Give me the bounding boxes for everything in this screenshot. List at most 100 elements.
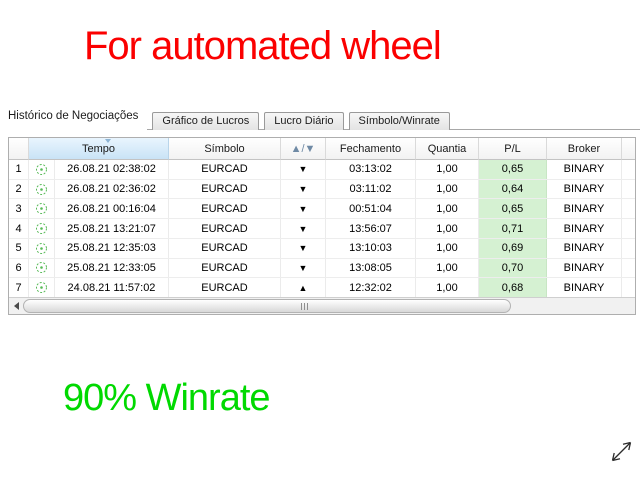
cell-simbolo: EURCAD [169, 219, 281, 238]
row-number: 4 [9, 219, 29, 238]
col-header-quantia[interactable]: Quantia [416, 138, 479, 160]
page-title: For automated wheel [84, 24, 442, 68]
col-header-fechamento[interactable]: Fechamento [326, 138, 416, 160]
cell-tempo: 25.08.21 12:35:03 [55, 238, 169, 258]
order-target-icon [36, 242, 47, 254]
col-header-tempo[interactable]: Tempo [29, 138, 169, 160]
cell-broker: BINARY [547, 160, 622, 179]
cell-direction-arrow: ▼ [281, 219, 326, 238]
order-target-icon [36, 282, 47, 294]
row-number: 5 [9, 238, 29, 258]
cell-simbolo: EURCAD [169, 258, 281, 278]
cell-pl: 0,68 [479, 278, 547, 298]
cell-quantia: 1,00 [416, 219, 479, 238]
cell-fechamento: 03:13:02 [326, 160, 416, 179]
cell-direction-arrow: ▼ [281, 199, 326, 219]
order-icon-cell [29, 199, 55, 219]
col-header-tempo-label: Tempo [81, 142, 116, 155]
order-icon-cell [29, 160, 55, 179]
sort-indicator-icon [104, 139, 111, 143]
cell-tempo: 26.08.21 00:16:04 [55, 199, 169, 219]
cell-fechamento: 13:56:07 [326, 219, 416, 238]
tab-historico-de-negociacoes[interactable]: Histórico de Negociações [8, 107, 148, 130]
cell-broker: BINARY [547, 238, 622, 258]
table-row[interactable]: 5 25.08.21 12:35:03 EURCAD ▼ 13:10:03 1,… [9, 238, 635, 259]
cell-broker: BINARY [547, 219, 622, 238]
cell-direction-arrow: ▲ [281, 278, 326, 298]
cell-quantia: 1,00 [416, 179, 479, 199]
winrate-text: 90% Winrate [63, 377, 271, 419]
cell-quantia: 1,00 [416, 199, 479, 219]
cell-simbolo: EURCAD [169, 238, 281, 258]
tab-grafico-de-lucros[interactable]: Gráfico de Lucros [152, 112, 260, 130]
cell-direction-arrow: ▼ [281, 258, 326, 278]
order-target-icon [36, 223, 47, 235]
cell-quantia: 1,00 [416, 258, 479, 278]
row-number: 3 [9, 199, 29, 219]
cell-spacer [622, 278, 635, 297]
cell-spacer [622, 259, 635, 278]
row-number: 1 [9, 160, 29, 179]
cell-simbolo: EURCAD [169, 179, 281, 199]
cell-pl: 0,70 [479, 258, 547, 278]
col-header-direction[interactable]: ▲/▼ [281, 138, 326, 160]
row-number: 7 [9, 278, 29, 298]
tab-bar: Histórico de Negociações Gráfico de Lucr… [8, 107, 640, 130]
cell-tempo: 24.08.21 11:57:02 [55, 278, 169, 298]
col-header-pl[interactable]: P/L [479, 138, 547, 160]
table-row[interactable]: 1 26.08.21 02:38:02 EURCAD ▼ 03:13:02 1,… [9, 160, 635, 180]
cell-direction-arrow: ▼ [281, 179, 326, 199]
col-header-simbolo[interactable]: Símbolo [169, 138, 281, 160]
cell-fechamento: 12:32:02 [326, 278, 416, 298]
table-row[interactable]: 6 25.08.21 12:33:05 EURCAD ▼ 13:08:05 1,… [9, 258, 635, 279]
cell-fechamento: 13:08:05 [326, 258, 416, 278]
cell-tempo: 25.08.21 13:21:07 [55, 219, 169, 238]
cell-pl: 0,65 [479, 160, 547, 179]
col-header-row-number[interactable] [9, 138, 29, 160]
cell-fechamento: 00:51:04 [326, 199, 416, 219]
horizontal-scrollbar[interactable] [9, 297, 635, 314]
cell-tempo: 26.08.21 02:38:02 [55, 160, 169, 179]
row-number: 2 [9, 179, 29, 199]
cell-pl: 0,64 [479, 179, 547, 199]
cell-spacer [622, 199, 635, 218]
cell-tempo: 25.08.21 12:33:05 [55, 258, 169, 278]
cell-spacer [622, 239, 635, 258]
cell-broker: BINARY [547, 199, 622, 219]
row-number: 6 [9, 258, 29, 278]
order-target-icon [36, 262, 47, 274]
table-row[interactable]: 7 24.08.21 11:57:02 EURCAD ▲ 12:32:02 1,… [9, 278, 635, 299]
col-header-broker[interactable]: Broker [547, 138, 622, 160]
cell-tempo: 26.08.21 02:36:02 [55, 179, 169, 199]
cell-spacer [622, 219, 635, 238]
tab-lucro-diario[interactable]: Lucro Diário [264, 112, 344, 130]
table-row[interactable]: 2 26.08.21 02:36:02 EURCAD ▼ 03:11:02 1,… [9, 179, 635, 200]
scrollbar-thumb[interactable] [23, 299, 511, 313]
scroll-left-button[interactable] [9, 298, 24, 314]
tab-simbolo-winrate[interactable]: Símbolo/Winrate [348, 112, 450, 130]
table-header-row: Tempo Símbolo ▲/▼ Fechamento Quantia P/L… [9, 138, 635, 160]
cell-pl: 0,65 [479, 199, 547, 219]
cell-pl: 0,69 [479, 238, 547, 258]
order-target-icon [36, 163, 47, 175]
cell-quantia: 1,00 [416, 278, 479, 298]
cell-spacer [622, 180, 635, 199]
cell-direction-arrow: ▼ [281, 238, 326, 258]
table-body: 1 26.08.21 02:38:02 EURCAD ▼ 03:13:02 1,… [9, 160, 635, 299]
order-target-icon [36, 183, 47, 195]
scrollbar-grip-icon [301, 303, 309, 310]
order-icon-cell [29, 219, 55, 238]
table-row[interactable]: 3 26.08.21 00:16:04 EURCAD ▼ 00:51:04 1,… [9, 199, 635, 220]
cell-quantia: 1,00 [416, 238, 479, 258]
order-target-icon [36, 203, 47, 215]
table-row[interactable]: 4 25.08.21 13:21:07 EURCAD ▼ 13:56:07 1,… [9, 219, 635, 239]
cell-simbolo: EURCAD [169, 199, 281, 219]
order-icon-cell [29, 238, 55, 258]
cell-broker: BINARY [547, 258, 622, 278]
diagonal-resize-arrow-icon [611, 441, 632, 462]
cell-fechamento: 13:10:03 [326, 238, 416, 258]
cell-spacer [622, 160, 635, 179]
cell-fechamento: 03:11:02 [326, 179, 416, 199]
cell-broker: BINARY [547, 278, 622, 298]
cell-pl: 0,71 [479, 219, 547, 238]
